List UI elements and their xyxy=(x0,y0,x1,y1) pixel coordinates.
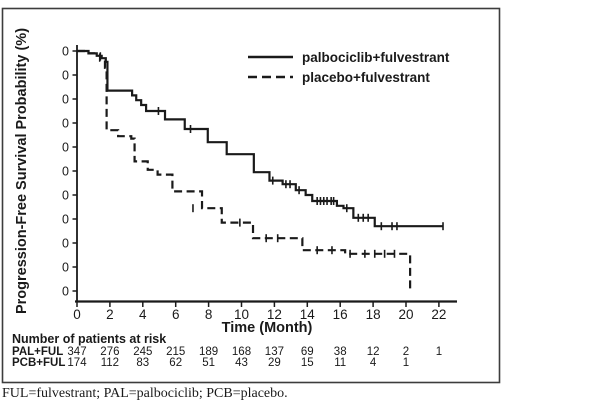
x-tick-label: 0 xyxy=(73,307,81,322)
at-risk-count: 174 xyxy=(67,357,87,369)
legend: palbociclib+fulvestrant placebo+fulvestr… xyxy=(248,50,450,85)
x-tick-label: 20 xyxy=(398,307,413,322)
at-risk-count: 112 xyxy=(101,357,119,369)
at-risk-row-label-pcb: PCB+FUL xyxy=(12,357,65,369)
at-risk-count: 38 xyxy=(334,346,347,358)
footnote: FUL=fulvestrant; PAL=palbociclib; PCB=pl… xyxy=(2,386,288,401)
y-tick-label: 0 xyxy=(62,165,69,179)
at-risk-count: 29 xyxy=(268,357,281,369)
x-tick-label: 22 xyxy=(431,307,446,322)
at-risk-count: 43 xyxy=(235,357,248,369)
at-risk-count: 347 xyxy=(67,346,86,358)
at-risk-count: 168 xyxy=(232,346,251,358)
x-tick-label: 2 xyxy=(106,307,114,322)
legend-label-palbociclib: palbociclib+fulvestrant xyxy=(302,50,450,65)
legend-label-placebo: placebo+fulvestrant xyxy=(302,70,430,85)
at-risk-count: 4 xyxy=(370,357,377,369)
x-tick-label: 10 xyxy=(234,307,249,322)
x-tick-label: 18 xyxy=(366,307,381,322)
at-risk-count: 1 xyxy=(436,346,442,358)
at-risk-count: 69 xyxy=(301,346,314,358)
x-tick-label: 16 xyxy=(333,307,348,322)
y-tick-label: 0 xyxy=(62,69,69,83)
y-tick-label: 0 xyxy=(62,93,69,107)
x-tick-label: 8 xyxy=(205,307,213,322)
at-risk-count: 2 xyxy=(403,346,409,358)
at-risk-count: 245 xyxy=(133,346,152,358)
at-risk-count: 189 xyxy=(199,346,218,358)
y-tick-label: 0 xyxy=(62,285,69,299)
y-tick-label: 0 xyxy=(62,189,69,203)
y-tick-label: 0 xyxy=(62,213,69,227)
y-tick-label: 0 xyxy=(62,117,69,131)
at-risk-count: 11 xyxy=(334,357,346,369)
x-tick-label: 6 xyxy=(172,307,180,322)
km-curve-placebo xyxy=(77,49,412,291)
at-risk-count: 62 xyxy=(169,357,182,369)
at-risk-count: 83 xyxy=(136,357,149,369)
y-tick-label: 0 xyxy=(62,237,69,251)
at-risk-count: 1 xyxy=(403,357,409,369)
at-risk-count: 276 xyxy=(100,346,119,358)
at-risk-title: Number of patients at risk xyxy=(12,332,166,346)
x-tick-label: 4 xyxy=(139,307,147,322)
at-risk-count: 12 xyxy=(367,346,380,358)
at-risk-count: 51 xyxy=(202,357,215,369)
at-risk-count: 215 xyxy=(166,346,185,358)
at-risk-count: 15 xyxy=(301,357,314,369)
x-tick-label: 14 xyxy=(300,307,316,322)
y-axis-title: Progression-Free Survival Probability (%… xyxy=(14,28,30,314)
chart-frame-border xyxy=(1,7,501,384)
y-tick-label: 0 xyxy=(62,261,69,275)
y-tick-label: 0 xyxy=(62,45,69,59)
x-axis-title: Time (Month) xyxy=(222,320,313,336)
y-tick-label: 0 xyxy=(62,141,69,155)
curves-group xyxy=(77,49,444,291)
at-risk-count: 137 xyxy=(265,346,284,358)
at-risk-table: Number of patients at risk PAL+FUL PCB+F… xyxy=(12,332,442,369)
x-tick-label: 12 xyxy=(267,307,282,322)
at-risk-row-label-pal: PAL+FUL xyxy=(12,346,63,358)
